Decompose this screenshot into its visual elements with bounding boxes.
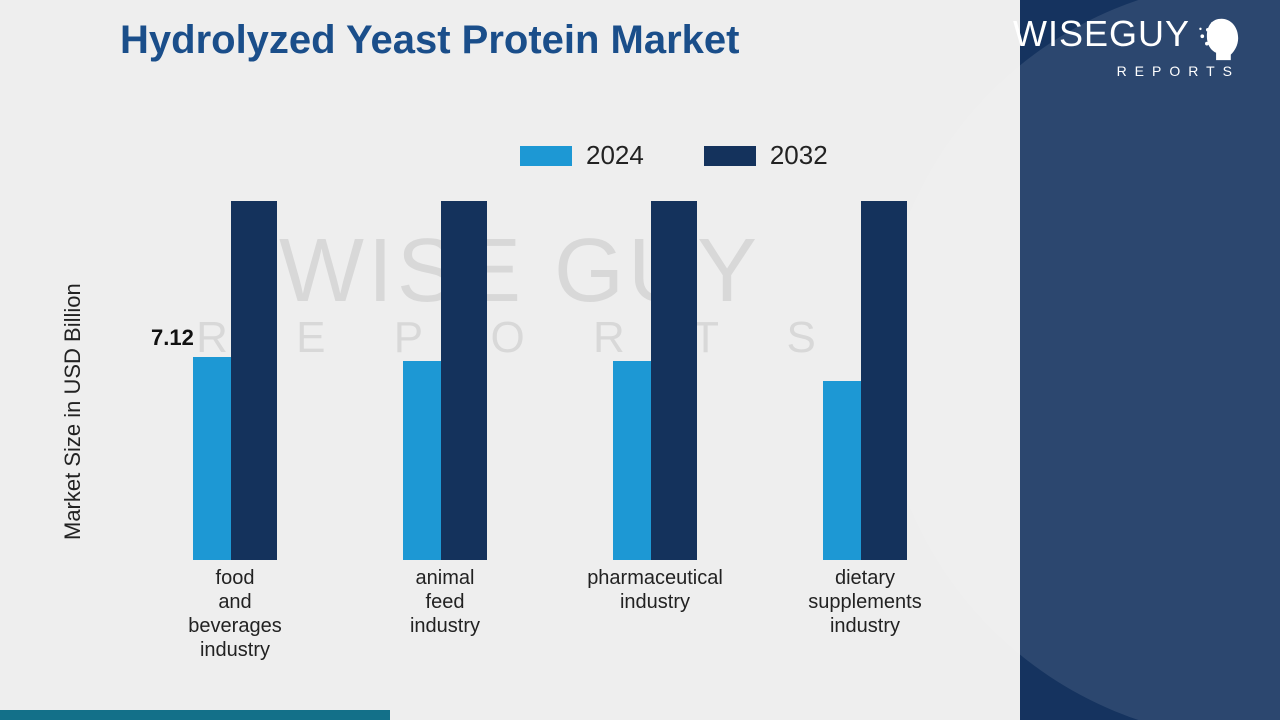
- bar-2032-dietary: [861, 201, 907, 560]
- logo-head-icon: [1194, 16, 1240, 62]
- bar-2032-pharma: [651, 201, 697, 560]
- legend-item-2032: 2032: [704, 140, 828, 171]
- bar-group-dietary: [823, 201, 907, 560]
- bar-2032-food: [231, 201, 277, 560]
- x-label-food: foodandbeveragesindustry: [150, 566, 320, 662]
- logo-line1: WISE GUY: [1013, 16, 1240, 62]
- legend-label-2024: 2024: [586, 140, 644, 171]
- chart-canvas: WISE GUY REPORTS Hydrolyzed Yeast Protei…: [0, 0, 1280, 720]
- legend: 2024 2032: [520, 140, 828, 171]
- bar-2032-feed: [441, 201, 487, 560]
- brand-logo: WISE GUY REPORTS: [1013, 16, 1240, 78]
- chart-title: Hydrolyzed Yeast Protein Market: [120, 18, 740, 63]
- bottom-accent-bar: [0, 710, 390, 720]
- bar-group-pharma: [613, 201, 697, 560]
- legend-label-2032: 2032: [770, 140, 828, 171]
- bar-group-food: [193, 201, 277, 560]
- logo-word-wise: WISE: [1013, 16, 1109, 52]
- bar-group-feed: [403, 201, 487, 560]
- value-label-food: 7.12: [151, 325, 194, 351]
- legend-swatch-2024: [520, 146, 572, 166]
- y-axis-label: Market Size in USD Billion: [60, 283, 86, 540]
- x-label-feed: animalfeedindustry: [360, 566, 530, 638]
- logo-word-guy: GUY: [1109, 16, 1190, 52]
- x-label-dietary: dietarysupplementsindustry: [780, 566, 950, 638]
- x-label-pharma: pharmaceuticalindustry: [570, 566, 740, 614]
- plot-area: 7.12: [130, 190, 980, 560]
- legend-swatch-2032: [704, 146, 756, 166]
- legend-item-2024: 2024: [520, 140, 644, 171]
- logo-line2: REPORTS: [1013, 64, 1240, 78]
